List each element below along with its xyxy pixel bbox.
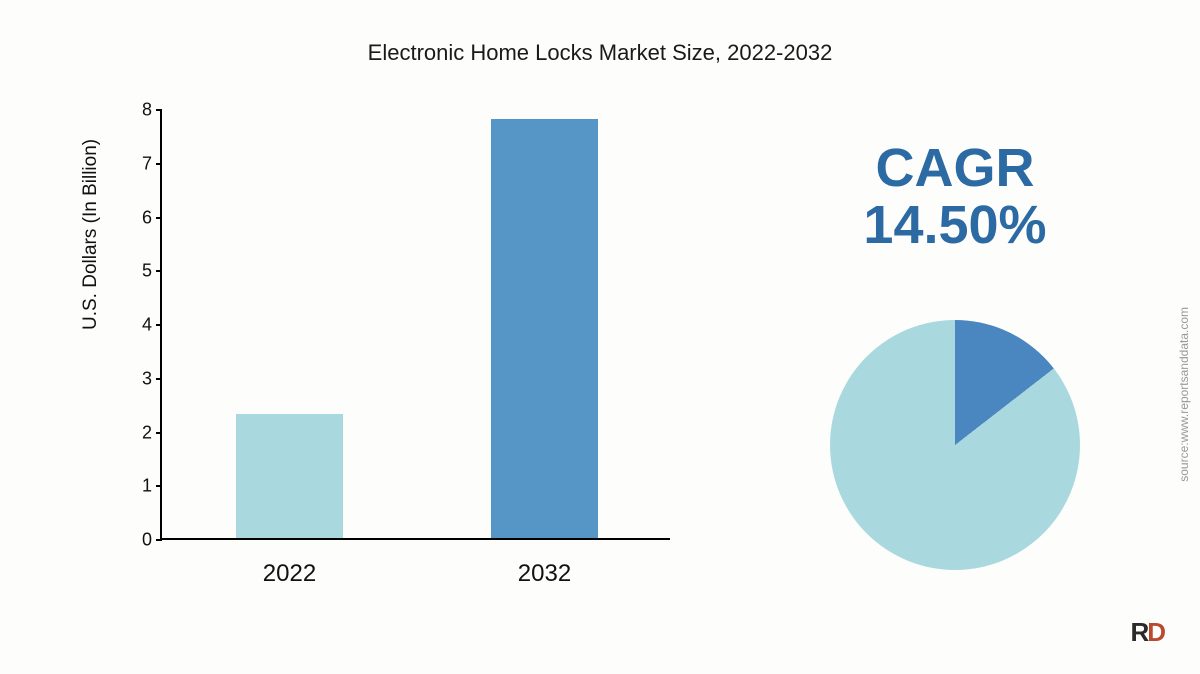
logo: RD bbox=[1130, 617, 1164, 648]
ytick-mark bbox=[156, 378, 162, 380]
ytick-label: 4 bbox=[122, 315, 152, 336]
cagr-label: CAGR bbox=[795, 140, 1115, 197]
logo-d: D bbox=[1147, 617, 1164, 647]
source-attribution: source:www.reportsanddata.com bbox=[1177, 307, 1191, 482]
bar-chart: 01234567820222032 bbox=[160, 110, 670, 540]
ytick-mark bbox=[156, 485, 162, 487]
x-category-label: 2032 bbox=[518, 560, 571, 588]
ytick-label: 1 bbox=[122, 476, 152, 497]
ytick-mark bbox=[156, 324, 162, 326]
x-category-label: 2022 bbox=[263, 560, 316, 588]
ytick-mark bbox=[156, 539, 162, 541]
ytick-label: 3 bbox=[122, 368, 152, 389]
ytick-mark bbox=[156, 217, 162, 219]
y-axis-label: U.S. Dollars (In Billion) bbox=[80, 139, 102, 330]
ytick-mark bbox=[156, 109, 162, 111]
logo-r: R bbox=[1130, 617, 1147, 647]
ytick-label: 6 bbox=[122, 207, 152, 228]
pie-slice bbox=[830, 320, 1080, 570]
cagr-value: 14.50% bbox=[795, 197, 1115, 254]
bar bbox=[236, 414, 343, 538]
ytick-label: 8 bbox=[122, 100, 152, 121]
ytick-label: 2 bbox=[122, 422, 152, 443]
ytick-label: 0 bbox=[122, 530, 152, 551]
cagr-block: CAGR 14.50% bbox=[795, 140, 1115, 253]
ytick-label: 5 bbox=[122, 261, 152, 282]
bar bbox=[491, 119, 598, 538]
chart-title: Electronic Home Locks Market Size, 2022-… bbox=[0, 40, 1200, 66]
pie-chart bbox=[830, 320, 1080, 570]
ytick-mark bbox=[156, 163, 162, 165]
ytick-mark bbox=[156, 270, 162, 272]
ytick-mark bbox=[156, 432, 162, 434]
plot-area: 01234567820222032 bbox=[160, 110, 670, 540]
ytick-label: 7 bbox=[122, 153, 152, 174]
